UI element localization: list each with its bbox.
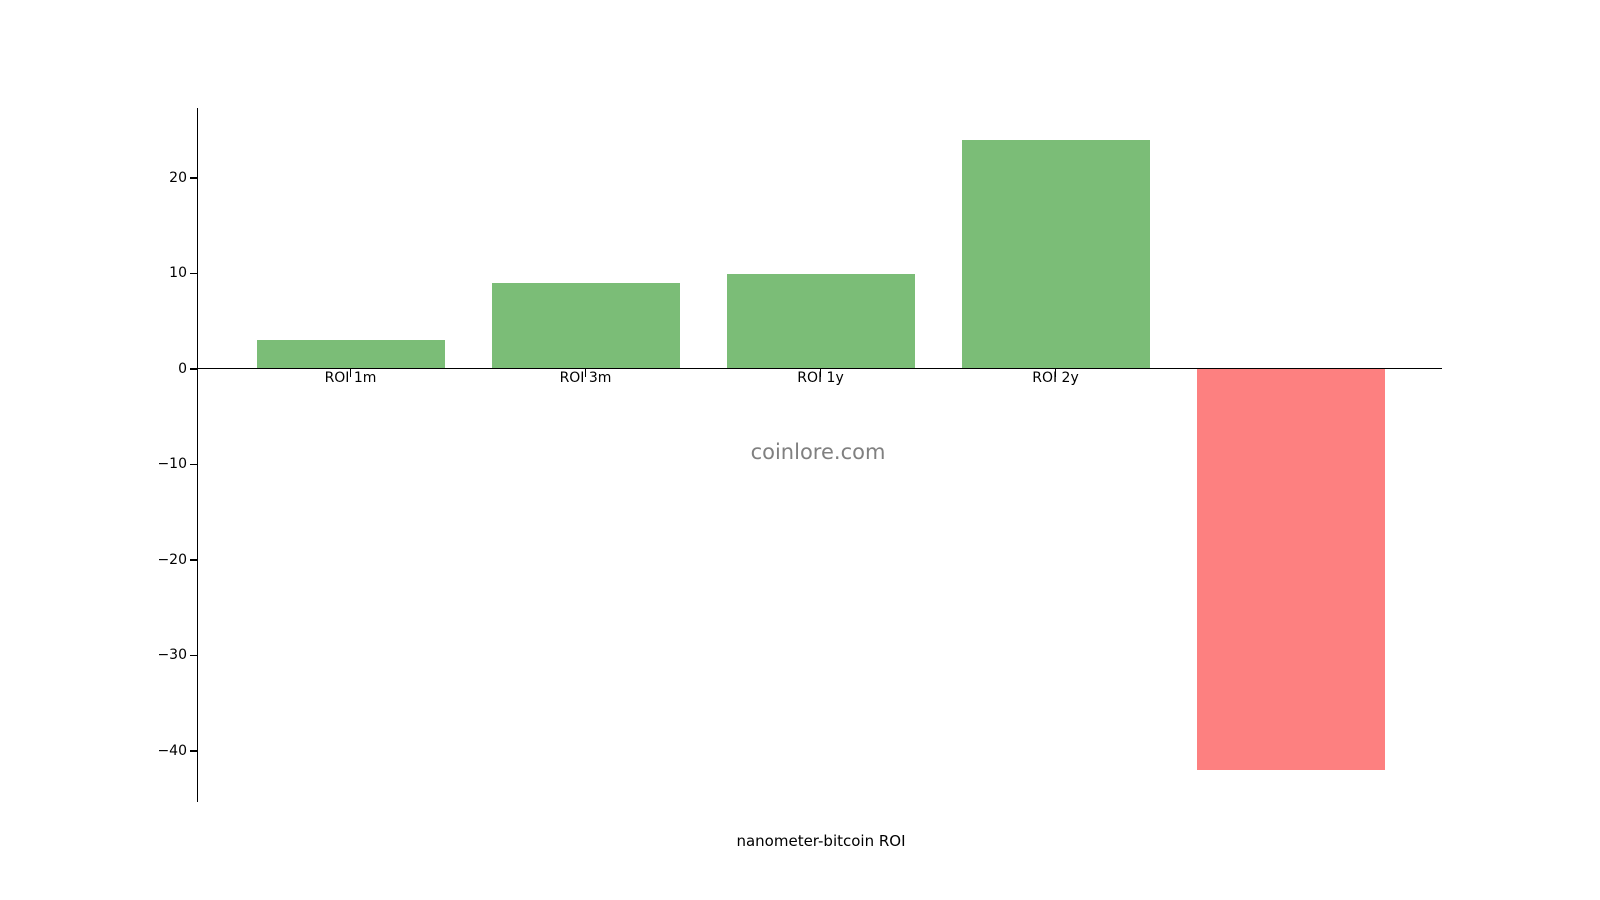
y-tick-label: 20 [169,169,187,186]
y-tick [190,463,197,466]
x-axis-title: nanometer-bitcoin ROI [736,832,906,850]
x-tick [584,369,587,377]
y-tick-label: −40 [157,742,187,759]
y-tick-label: 10 [169,265,187,281]
bar-roi-1m [256,340,445,369]
x-tick [819,369,822,377]
x-tick-label: ROI 1m [324,370,377,386]
x-axis-line [197,368,1442,370]
y-tick-label: −10 [157,456,187,472]
bar-roi-2y [961,139,1150,369]
x-tick-label: ROI 3m [559,370,612,386]
y-tick [190,654,197,657]
y-tick [190,368,197,370]
x-tick [1054,369,1057,377]
x-tick-label: ROI 2y [1032,370,1079,386]
y-tick-label: −30 [157,647,187,663]
y-tick-label: 0 [178,360,187,377]
y-tick [190,559,197,561]
y-tick-label: −20 [157,551,187,568]
y-tick [190,750,197,752]
bar-roi-1y [726,273,915,369]
y-tick [190,177,197,179]
y-axis-spine [197,108,199,802]
bar-negative [1196,369,1385,771]
x-tick-label: ROI 1y [797,370,844,386]
watermark: coinlore.com [750,440,886,464]
bar-roi-3m [491,283,680,369]
y-tick [190,272,197,275]
x-tick [349,369,352,377]
